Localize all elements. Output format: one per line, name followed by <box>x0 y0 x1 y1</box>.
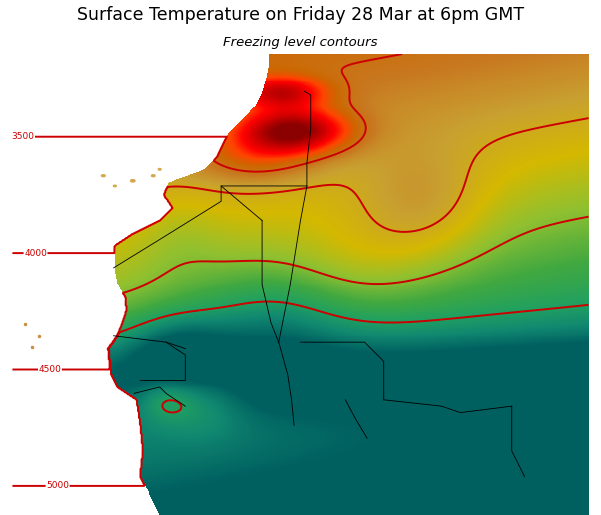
Text: 4500: 4500 <box>38 365 61 374</box>
Ellipse shape <box>102 175 105 177</box>
Text: 5000: 5000 <box>46 482 69 490</box>
Text: 3500: 3500 <box>11 132 34 141</box>
Ellipse shape <box>114 185 116 187</box>
Text: 4000: 4000 <box>24 249 47 258</box>
Ellipse shape <box>130 180 135 182</box>
Ellipse shape <box>151 175 155 177</box>
Text: Freezing level contours: Freezing level contours <box>223 36 378 49</box>
Text: Surface Temperature on Friday 28 Mar at 6pm GMT: Surface Temperature on Friday 28 Mar at … <box>77 6 524 24</box>
Ellipse shape <box>158 168 161 170</box>
